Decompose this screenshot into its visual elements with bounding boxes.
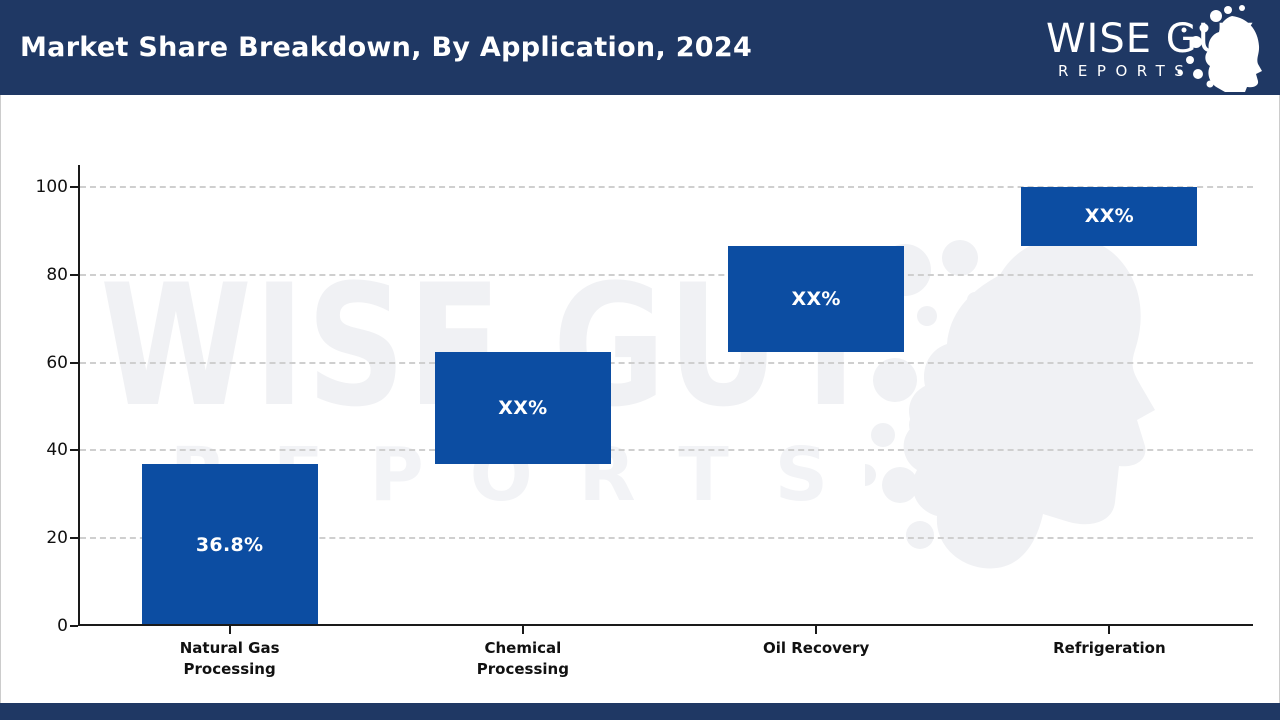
plot-area: 0 20 40 60 80 100 36.8% Natural Gas Processing XX… [0,95,1280,703]
y-tick-mark-20 [70,537,78,540]
x-tick-label-line: Processing [183,660,276,678]
y-tick-label-0: 0 [57,616,68,636]
header-bar: Market Share Breakdown, By Application, … [0,0,1280,95]
bar-refrigeration: XX% [1021,187,1198,246]
y-tick-mark-60 [70,361,78,364]
gridline-40 [80,449,1253,452]
y-tick-mark-100 [70,186,78,188]
x-tick-mark-1 [521,626,524,634]
y-tick-mark-80 [70,273,78,276]
x-tick-mark-2 [815,626,818,634]
y-tick-label-20: 20 [46,528,68,549]
x-tick-label-line: Processing [476,660,569,678]
page-title: Market Share Breakdown, By Application, … [20,32,753,63]
y-tick-label-60: 60 [46,352,68,373]
x-tick-label-1: Chemical Processing [413,638,633,680]
y-axis-spine [78,165,80,626]
logo-head-icon [1177,5,1262,92]
bar-value-label: XX% [498,397,548,420]
y-tick-label-40: 40 [46,440,68,461]
x-tick-label-line: Natural Gas [179,639,280,657]
y-tick-label-100: 100 [35,177,68,197]
x-tick-label-3: Refrigeration [999,638,1219,659]
logo-reports-text: REPORTS [1058,62,1193,80]
x-tick-mark-0 [228,626,231,634]
bar-value-label: XX% [1084,205,1134,228]
x-tick-label-0: Natural Gas Processing [120,638,340,680]
gridline-60 [80,361,1253,364]
x-tick-label-line: Oil Recovery [762,639,870,657]
bar-chemical-processing: XX% [434,351,611,465]
wiseguy-logo: WISE GUY REPORTS [1020,4,1270,92]
bar-value-label: XX% [791,287,841,310]
y-tick-label-80: 80 [46,264,68,285]
footer-bar [0,703,1280,720]
y-tick-mark-0 [70,625,78,627]
y-tick-mark-40 [70,449,78,452]
x-tick-label-2: Oil Recovery [706,638,926,659]
gridline-80 [80,273,1253,276]
gridline-20 [80,537,1253,540]
x-tick-mark-3 [1108,626,1111,634]
x-tick-label-line: Refrigeration [1053,639,1166,657]
bar-natural-gas-processing: 36.8% [141,464,318,626]
bar-value-label: 36.8% [195,534,264,557]
bar-oil-recovery: XX% [728,245,905,352]
x-axis-spine [78,624,1253,626]
x-tick-label-line: Chemical [484,639,562,657]
gridline-100 [80,186,1253,188]
